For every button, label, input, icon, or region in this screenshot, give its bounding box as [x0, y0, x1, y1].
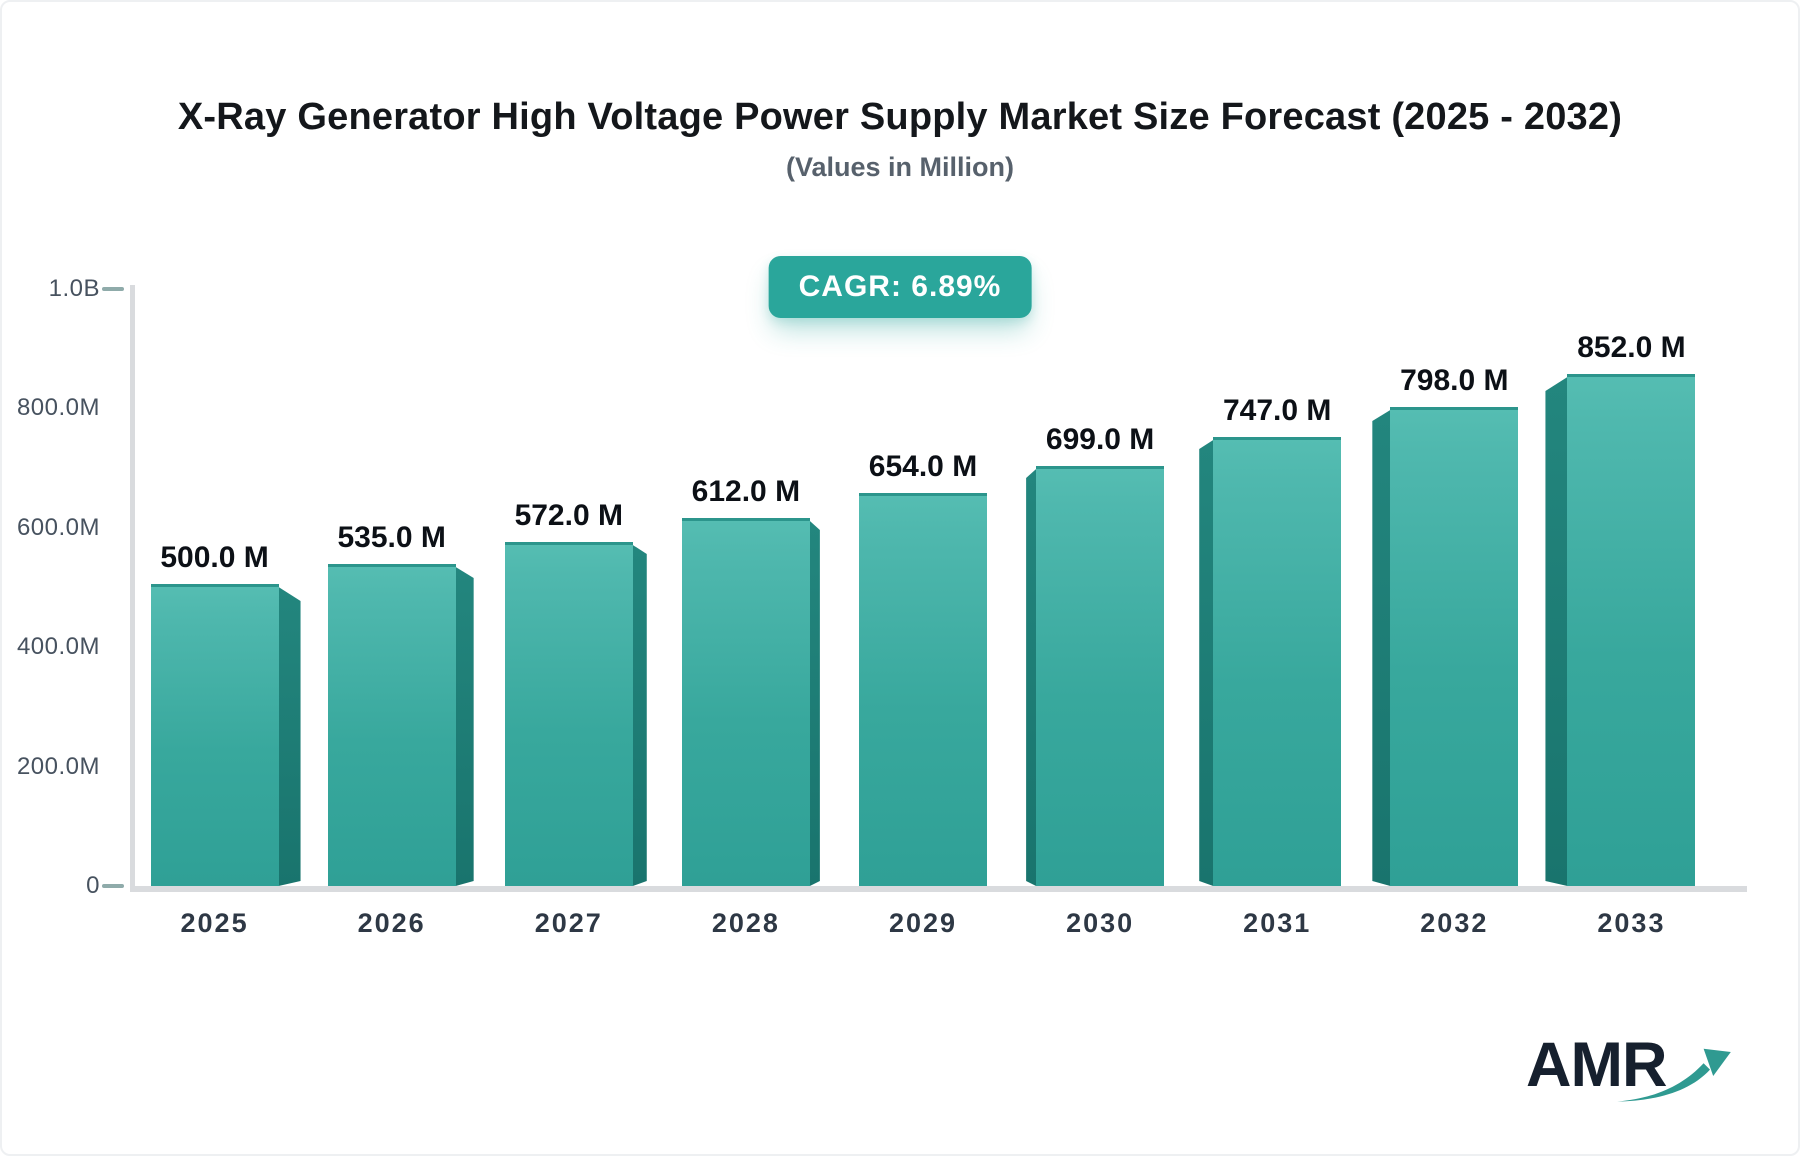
y-axis-label: 400.0M: [16, 633, 100, 661]
y-axis-label: 1.0B: [48, 275, 100, 302]
y-axis: 0 200.0M 400.0M 600.0M 800.0M 1.0B: [2, 275, 124, 899]
cagr-badge: CAGR: 6.89%: [768, 256, 1032, 318]
bar-group-2031: 747.0 M 2031: [1189, 289, 1366, 938]
bar: [681, 518, 810, 886]
x-axis-label: 2027: [534, 908, 603, 938]
x-axis-label: 2031: [1243, 908, 1312, 938]
x-axis-label: 2026: [357, 908, 426, 938]
y-axis-label: 0: [86, 872, 100, 899]
y-axis-tick: [102, 287, 124, 291]
bar: [327, 564, 456, 886]
bar: [1567, 374, 1696, 886]
amr-logo: AMR: [1526, 1034, 1776, 1114]
bar-side-face: [1545, 377, 1567, 886]
y-axis-line: [130, 285, 135, 892]
bar-group-2027: 572.0 M 2027: [480, 289, 657, 938]
amr-logo-text: AMR: [1526, 1030, 1667, 1100]
growth-arrow-icon: [1617, 1048, 1731, 1102]
bar-side-face: [1199, 440, 1213, 886]
x-axis-label: 2029: [888, 908, 958, 938]
plot-area: 500.0 M 2025 535.0 M 2026 572.0 M 2027 612.0 M…: [126, 289, 1720, 938]
bar-value-label: 798.0 M: [1400, 364, 1509, 397]
bar-group-2028: 612.0 M 2028: [657, 289, 834, 938]
bar-value-label: 654.0 M: [868, 450, 978, 483]
bar-value-label: 699.0 M: [1045, 423, 1155, 456]
x-axis-label: 2032: [1420, 908, 1489, 938]
chart-subtitle: (Values in Million): [785, 152, 1015, 182]
bar-side-face: [810, 521, 820, 886]
bar-group-2029: 654.0 M 2029: [834, 289, 1011, 938]
y-axis-tick: [102, 884, 124, 888]
y-axis-label: 800.0M: [16, 394, 100, 422]
cagr-badge-label: CAGR: 6.89%: [798, 270, 1002, 303]
bar-value-label: 572.0 M: [514, 499, 623, 532]
bar-group-2025: 500.0 M 2025: [126, 289, 303, 938]
x-axis-label: 2033: [1597, 908, 1666, 938]
bar-group-2026: 535.0 M 2026: [303, 289, 480, 938]
page-title: X-Ray Generator High Voltage Power Suppl…: [177, 96, 1623, 138]
y-axis-label: 200.0M: [16, 752, 100, 780]
bar: [1213, 437, 1342, 886]
bar-value-label: 535.0 M: [337, 521, 446, 554]
bar-value-label: 852.0 M: [1577, 331, 1686, 364]
x-axis-label: 2030: [1066, 908, 1135, 938]
bar-value-label: 747.0 M: [1223, 394, 1332, 427]
bar-side-face: [1372, 410, 1390, 886]
bar-value-label: 612.0 M: [691, 475, 801, 508]
bar-group-2030: 699.0 M 2030: [1012, 289, 1189, 938]
bar-side-face: [1026, 469, 1036, 886]
bar-side-face: [633, 545, 647, 886]
x-axis-label: 2028: [711, 908, 780, 938]
bar-value-label: 500.0 M: [160, 541, 269, 574]
bar-group-2032: 798.0 M 2032: [1366, 289, 1543, 938]
y-axis-label: 600.0M: [16, 513, 100, 541]
x-axis-line: [130, 886, 1747, 892]
bar-group-2033: 852.0 M 2033: [1543, 289, 1720, 938]
bar-side-face: [279, 587, 301, 886]
bar: [1036, 466, 1165, 886]
bar: [858, 493, 987, 886]
bar: [504, 542, 633, 886]
bar-side-face: [456, 567, 474, 886]
x-axis-label: 2025: [180, 908, 249, 938]
bar: [150, 584, 279, 886]
bar: [1390, 407, 1519, 886]
